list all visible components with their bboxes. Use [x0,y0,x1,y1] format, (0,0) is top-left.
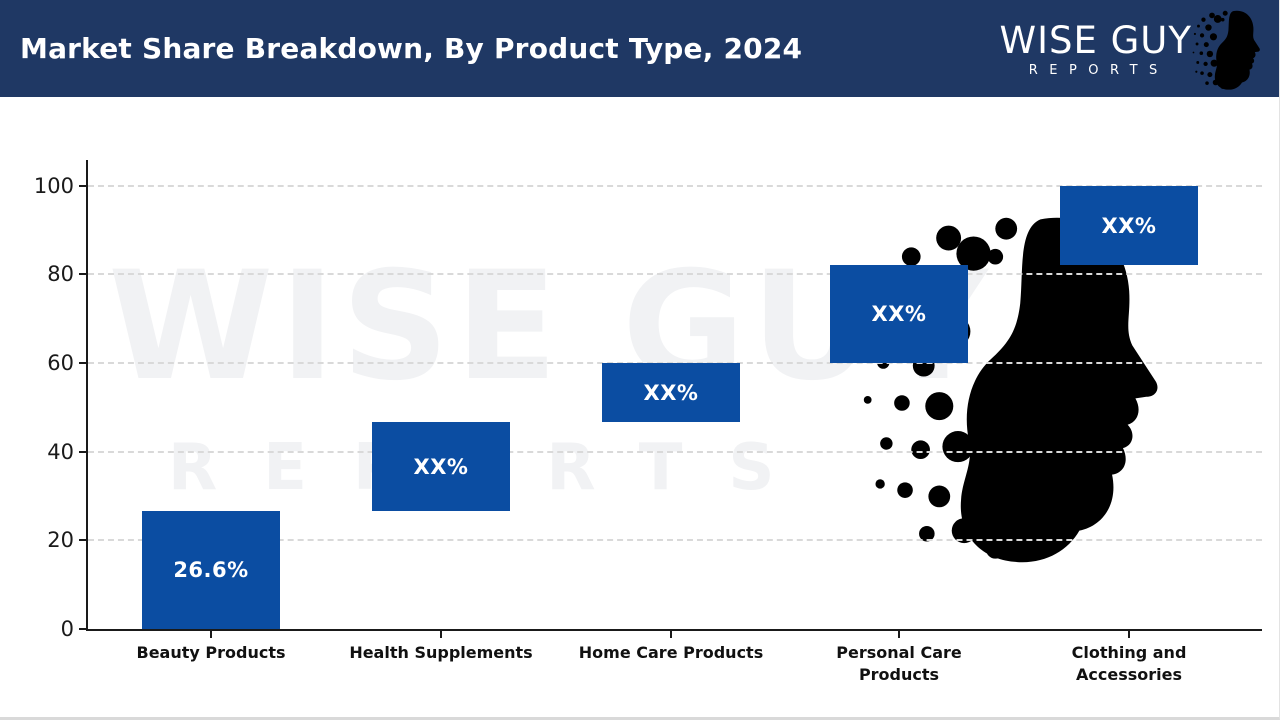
x-category-label: Clothing and Accessories [1071,643,1187,684]
y-grid-line [88,539,1262,542]
logo-subtitle: REPORTS [1028,62,1169,78]
y-axis-tick [79,450,88,453]
y-tick-label: 80 [47,262,74,287]
x-axis-tick [210,631,212,638]
bar-value-label: 26.6% [173,558,249,583]
bar-value-label: XX% [413,454,469,479]
x-category-label: Home Care Products [578,643,764,662]
x-category-label: Personal Care Products [836,643,962,684]
bar: 26.6% [142,511,280,629]
bar: XX% [372,422,510,512]
x-axis-tick [1128,631,1130,638]
y-axis-line [86,160,88,631]
y-grid-line [88,273,1262,276]
y-axis-tick [79,184,88,187]
header: Market Share Breakdown, By Product Type,… [0,0,1279,97]
bar-value-label: XX% [643,380,699,405]
y-tick-label: 100 [33,173,74,198]
logo-wordmark: WISE GUY [999,18,1192,62]
bar: XX% [830,265,968,363]
y-tick-label: 60 [47,351,74,375]
x-category-label: Beauty Products [136,643,286,662]
y-tick-label: 20 [47,528,74,553]
x-axis-tick [670,631,672,638]
y-grid-line [88,450,1262,453]
bar: XX% [1060,185,1198,266]
x-category-label: Health Supplements [349,643,533,662]
y-axis-tick [79,273,88,276]
logo-text: WISE GUY REPORTS [1000,22,1192,77]
y-axis-tick [79,628,88,630]
bar-value-label: XX% [871,302,927,327]
bar-value-label: XX% [1101,213,1157,238]
logo-face-icon [1192,10,1260,90]
y-tick-label: 40 [47,439,74,464]
y-grid-line [88,184,1262,187]
y-axis-tick [79,362,88,364]
page-title: Market Share Breakdown, By Product Type,… [20,32,803,65]
y-axis-tick [79,539,88,542]
x-axis-tick [440,631,442,638]
x-axis-tick [898,631,900,638]
bar: XX% [602,363,740,423]
y-tick-label: 0 [60,617,74,641]
wise-guy-logo: WISE GUY REPORTS [1000,6,1270,92]
x-axis-line [86,629,1262,631]
